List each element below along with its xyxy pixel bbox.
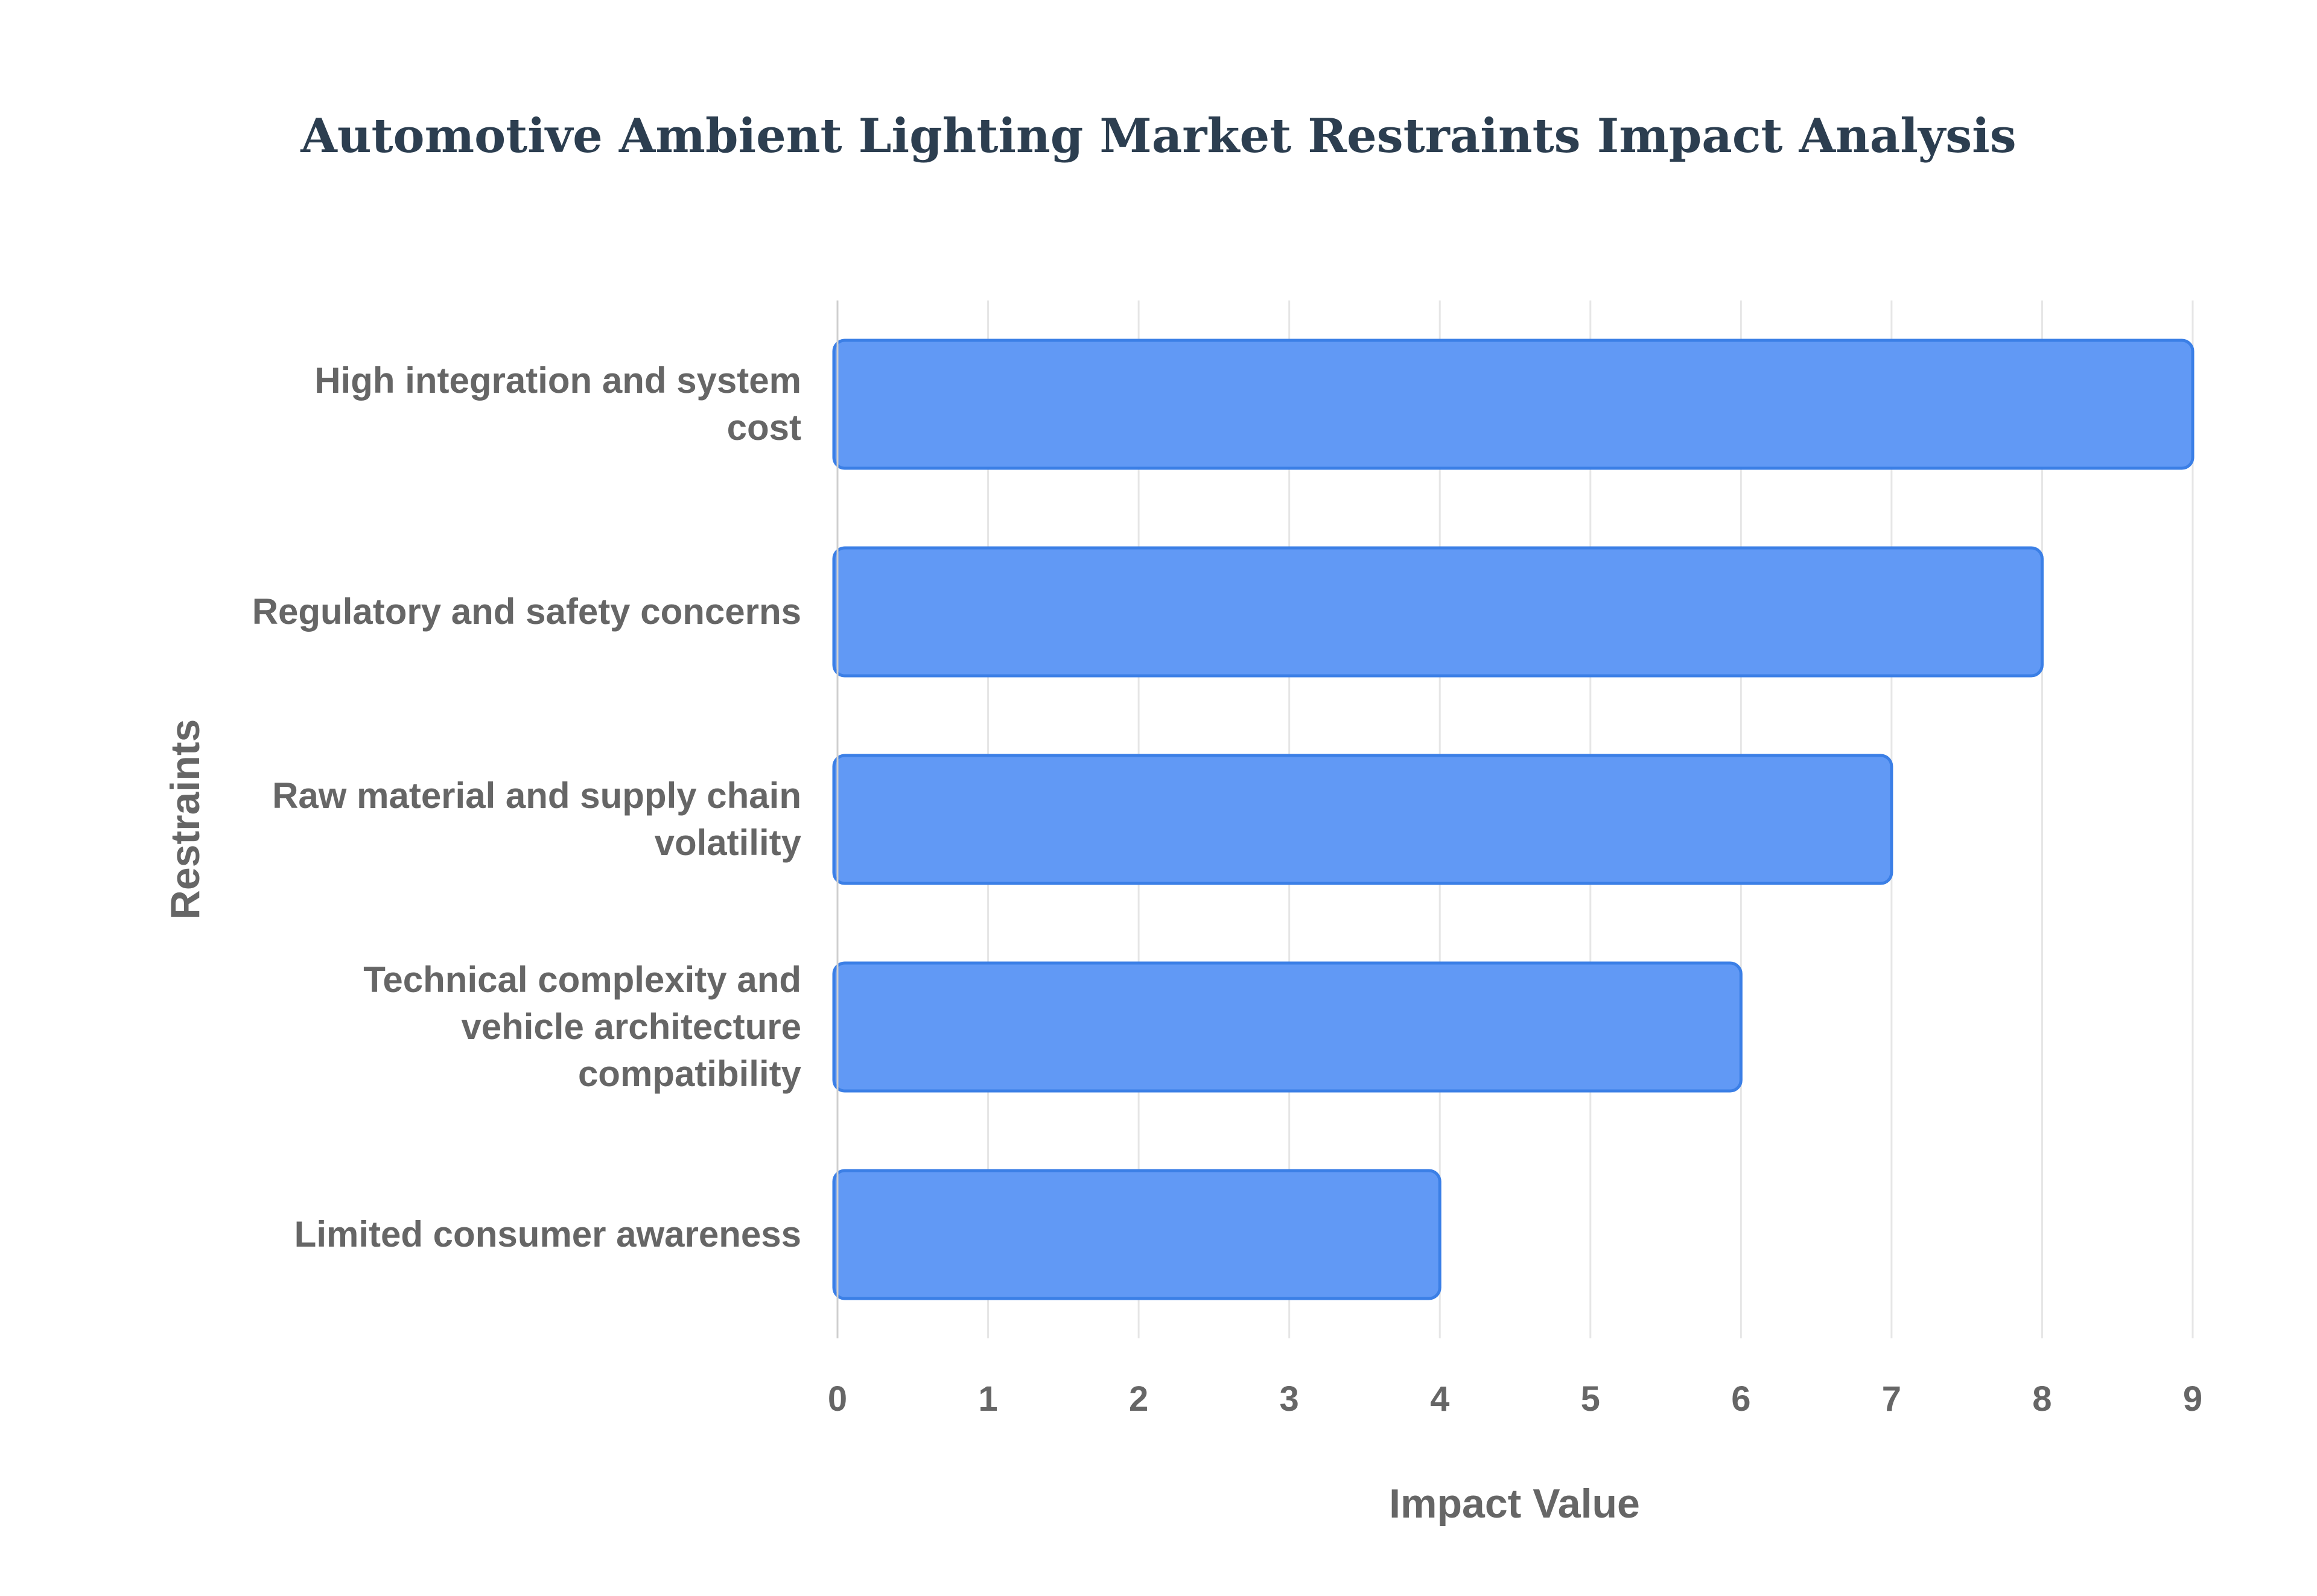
category-labels: High integration and system cost Regulator…: [252, 360, 802, 1254]
x-tick-label: 8: [2032, 1379, 2052, 1419]
x-axis-ticks: 0 1 2 3 4 5 6 7 8 9: [828, 1379, 2202, 1419]
y-axis-title: Restraints: [162, 719, 208, 920]
bars: [832, 300, 2195, 1338]
x-tick-label: 5: [1581, 1379, 1600, 1419]
bar-rect[interactable]: [832, 546, 2044, 678]
bar[interactable]: [832, 961, 1743, 1093]
category-label: High integration and system cost: [314, 360, 801, 448]
category-label-line: Technical complexity and: [363, 959, 801, 1000]
category-label: Limited consumer awareness: [294, 1214, 801, 1254]
bar[interactable]: [832, 754, 1893, 885]
bar-rect[interactable]: [832, 754, 1893, 885]
category-label-line: volatility: [655, 822, 802, 863]
category-label: Regulatory and safety concerns: [252, 591, 801, 632]
category-label-line: Limited consumer awareness: [294, 1214, 801, 1254]
bar[interactable]: [832, 339, 2195, 470]
bar[interactable]: [832, 1169, 1441, 1300]
category-label-line: compatibility: [578, 1054, 802, 1094]
x-tick-label: 3: [1280, 1379, 1299, 1419]
category-label: Technical complexity and vehicle architec…: [363, 959, 801, 1094]
category-label-line: vehicle architecture: [461, 1006, 801, 1047]
category-label-line: Regulatory and safety concerns: [252, 591, 801, 632]
bar-rect[interactable]: [832, 339, 2195, 470]
bar-rect[interactable]: [832, 961, 1743, 1093]
category-label-line: High integration and system: [314, 360, 801, 401]
x-axis-title: Impact Value: [1389, 1481, 1640, 1527]
x-tick-label: 2: [1129, 1379, 1148, 1419]
bar-rect[interactable]: [832, 1169, 1441, 1300]
chart-title: Automotive Ambient Lighting Market Restr…: [300, 109, 2016, 164]
category-label-line: cost: [727, 407, 801, 448]
x-tick-label: 7: [1882, 1379, 1901, 1419]
category-label: Raw material and supply chain volatility: [272, 775, 802, 863]
bar[interactable]: [832, 546, 2044, 678]
x-tick-label: 9: [2183, 1379, 2202, 1419]
x-tick-label: 6: [1731, 1379, 1750, 1419]
x-tick-label: 0: [828, 1379, 847, 1419]
category-label-line: Raw material and supply chain: [272, 775, 801, 816]
x-tick-label: 1: [978, 1379, 997, 1419]
x-tick-label: 4: [1430, 1379, 1449, 1419]
